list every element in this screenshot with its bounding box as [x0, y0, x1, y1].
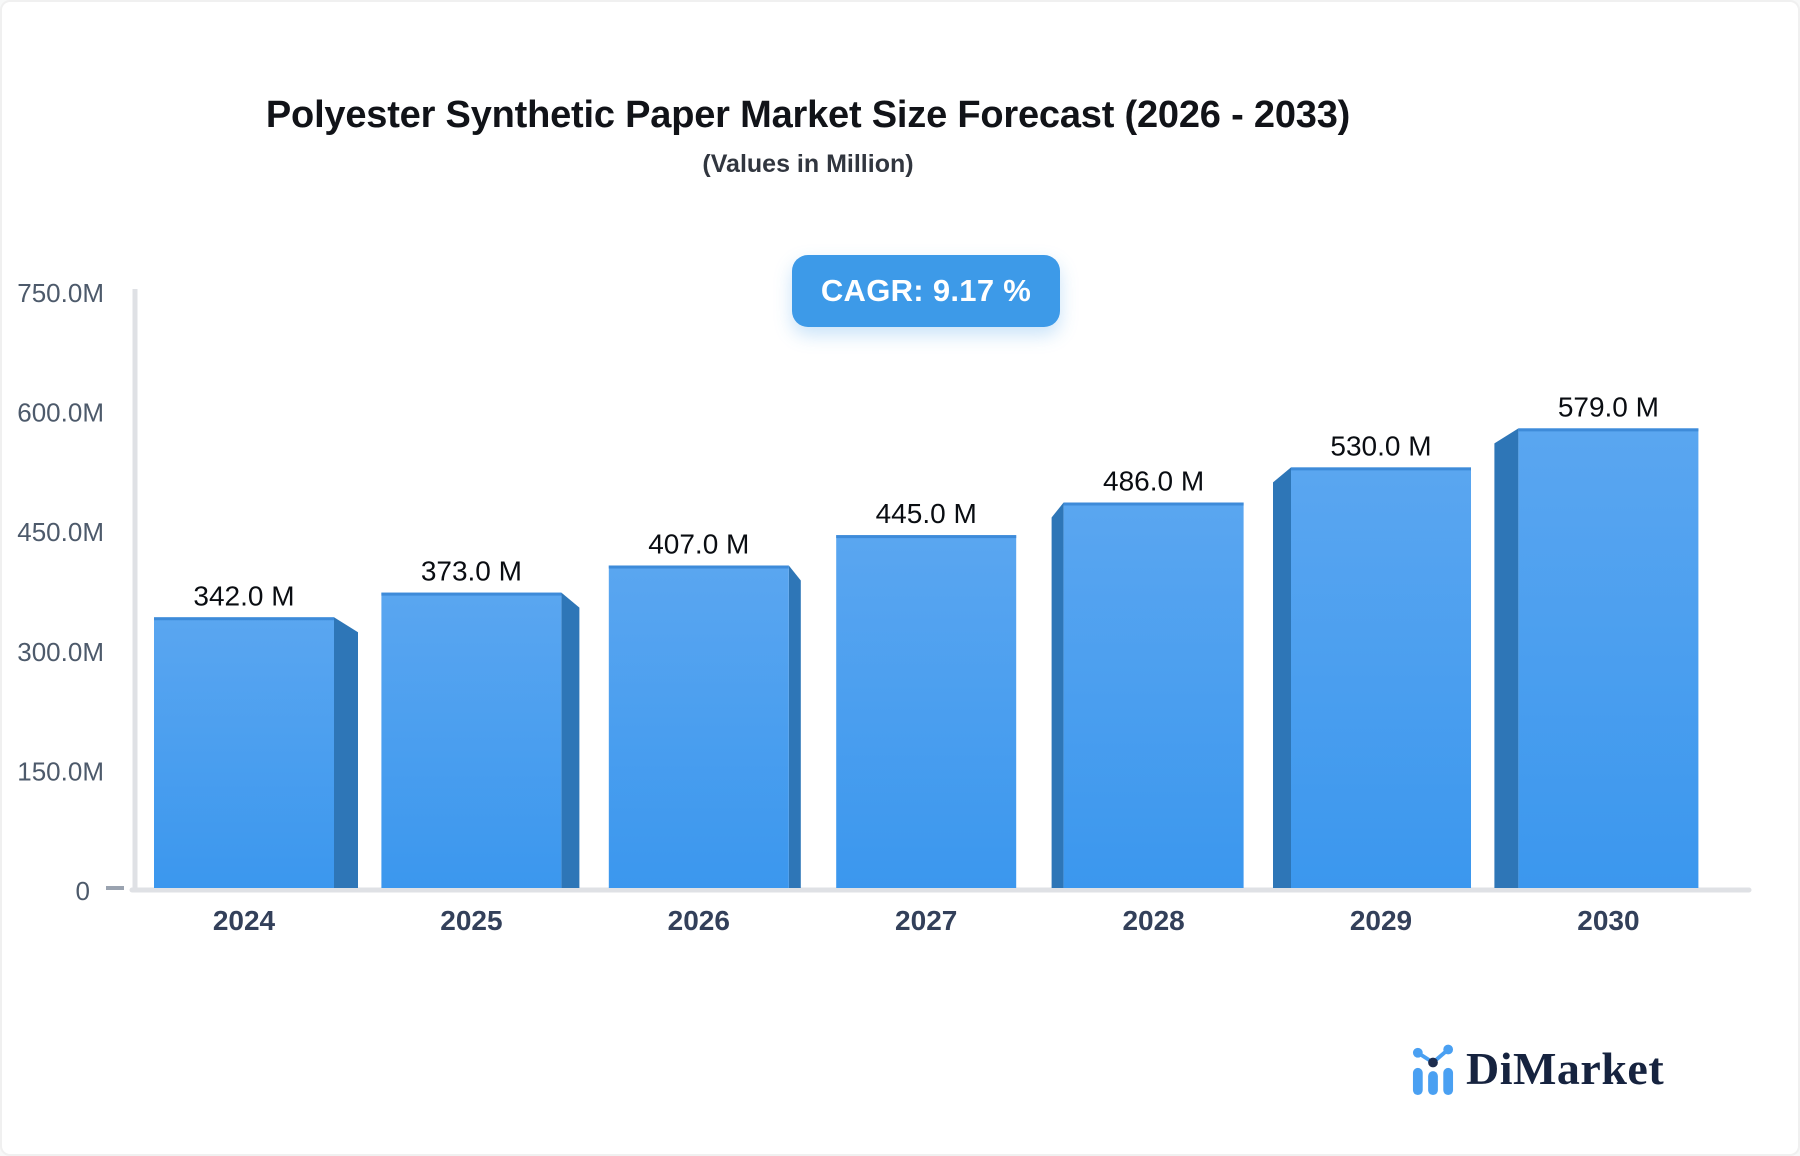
- bar-2029: [1273, 467, 1471, 888]
- bar-value-label: 407.0 M: [648, 528, 749, 559]
- bar-side-face: [561, 592, 580, 888]
- bar-front-face: [1063, 502, 1244, 888]
- y-tick-label: 0: [76, 876, 90, 906]
- cagr-badge-label: CAGR: 9.17 %: [820, 273, 1032, 308]
- bar-side-face: [1494, 428, 1519, 888]
- x-tick-label: 2029: [1350, 905, 1412, 936]
- y-tick-label: 750.0M: [17, 278, 104, 308]
- bar-value-label: 373.0 M: [421, 556, 522, 587]
- bar-2030: [1494, 428, 1699, 888]
- x-tick-label: 2025: [440, 905, 502, 936]
- y-tick-label: 300.0M: [17, 637, 104, 667]
- bar-side-face: [788, 565, 801, 888]
- y-tick-label: 600.0M: [17, 398, 104, 428]
- cagr-badge: CAGR: 9.17 %: [792, 255, 1060, 327]
- dimarket-logo: DiMarket: [1412, 1040, 1664, 1098]
- bar-front-face: [1518, 428, 1699, 888]
- bar-front-face: [1291, 467, 1471, 888]
- chart-title: Polyester Synthetic Paper Market Size Fo…: [265, 94, 1351, 136]
- x-tick-label: 2026: [668, 905, 730, 936]
- bar-2026: [608, 565, 801, 888]
- y-tick-label: 450.0M: [17, 517, 104, 547]
- x-tick-label: 2030: [1577, 905, 1639, 936]
- bar-value-label: 445.0 M: [876, 498, 977, 529]
- bar-value-label: 342.0 M: [193, 580, 294, 611]
- bar-front-face: [154, 617, 334, 888]
- x-tick-label: 2024: [213, 905, 276, 936]
- chart-subtitle: (Values in Million): [702, 150, 914, 178]
- x-tick-label: 2028: [1122, 905, 1184, 936]
- bar-value-label: 530.0 M: [1330, 430, 1431, 461]
- bar-2024: [154, 617, 358, 888]
- bar-value-label: 486.0 M: [1103, 465, 1204, 496]
- bar-side-face: [1051, 502, 1064, 888]
- bar-side-face: [334, 617, 358, 888]
- bar-chart-trend-icon: [1412, 1044, 1454, 1095]
- bar-2028: [1051, 502, 1244, 888]
- bar-value-label: 579.0 M: [1558, 391, 1659, 422]
- bar-side-face: [1273, 467, 1291, 888]
- bar-front-face: [836, 535, 1017, 888]
- bar-front-face: [608, 565, 789, 888]
- y-tick-label: 150.0M: [17, 756, 104, 786]
- bar-2027: [836, 535, 1017, 888]
- bar-front-face: [381, 592, 562, 888]
- logo-text: DiMarket: [1466, 1043, 1665, 1094]
- bar-2025: [381, 592, 580, 888]
- x-tick-label: 2027: [895, 905, 957, 936]
